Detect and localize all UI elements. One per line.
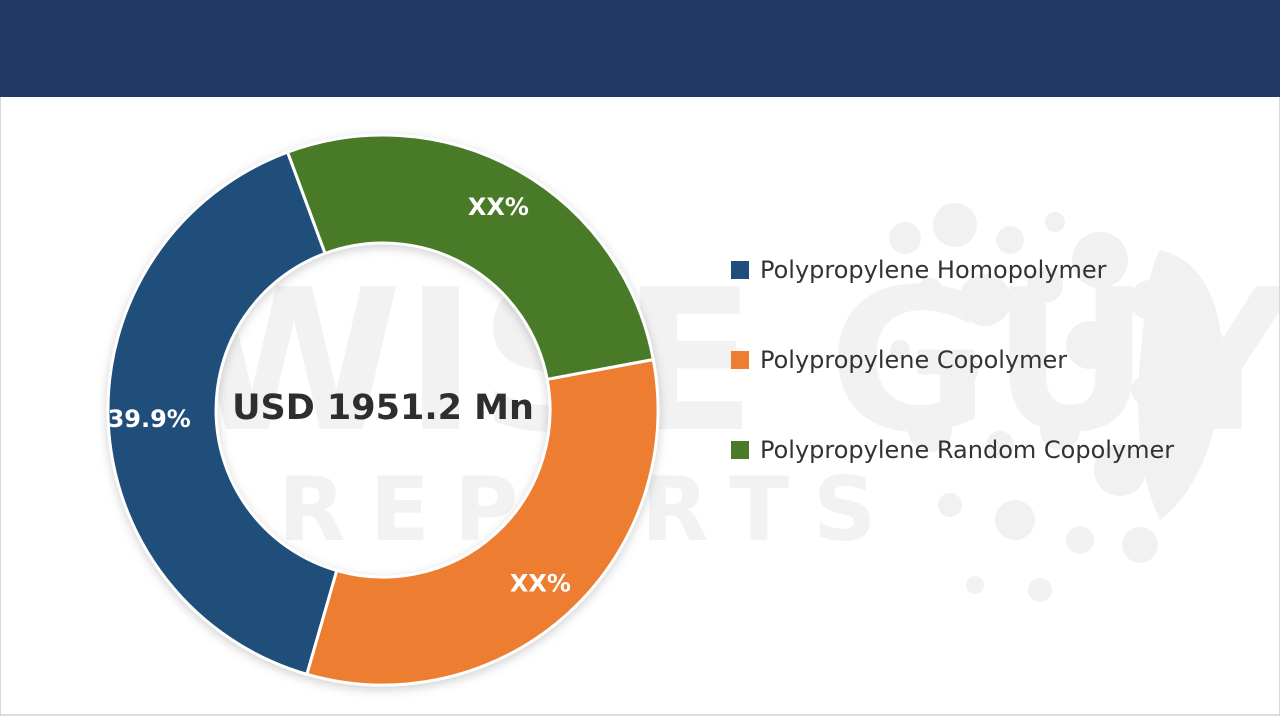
legend-label: Polypropylene Random Copolymer (760, 436, 1175, 464)
legend-label: Polypropylene Homopolymer (760, 256, 1107, 284)
chart-legend: Polypropylene Homopolymer Polypropylene … (731, 245, 1174, 515)
page-bottom-border (0, 714, 1280, 716)
chart-center-value: USD 1951.2 Mn (232, 388, 534, 428)
legend-item-copolymer: Polypropylene Copolymer (731, 335, 1174, 385)
pie-slice-polypropylene-copolymer (305, 358, 660, 687)
page-left-border (0, 97, 1, 716)
legend-label: Polypropylene Copolymer (760, 346, 1068, 374)
legend-item-homopolymer: Polypropylene Homopolymer (731, 245, 1174, 295)
pie-slice-polypropylene-homopolymer (106, 150, 339, 676)
slice-label: XX% (468, 193, 529, 221)
legend-swatch-green (731, 441, 749, 459)
slice-label: 39.9% (108, 405, 191, 433)
header-bar (0, 0, 1280, 97)
legend-swatch-orange (731, 351, 749, 369)
pie-slice-polypropylene-random-copolymer (286, 133, 655, 381)
legend-item-random-copolymer: Polypropylene Random Copolymer (731, 425, 1174, 475)
legend-swatch-blue (731, 261, 749, 279)
slice-label: XX% (510, 570, 571, 598)
